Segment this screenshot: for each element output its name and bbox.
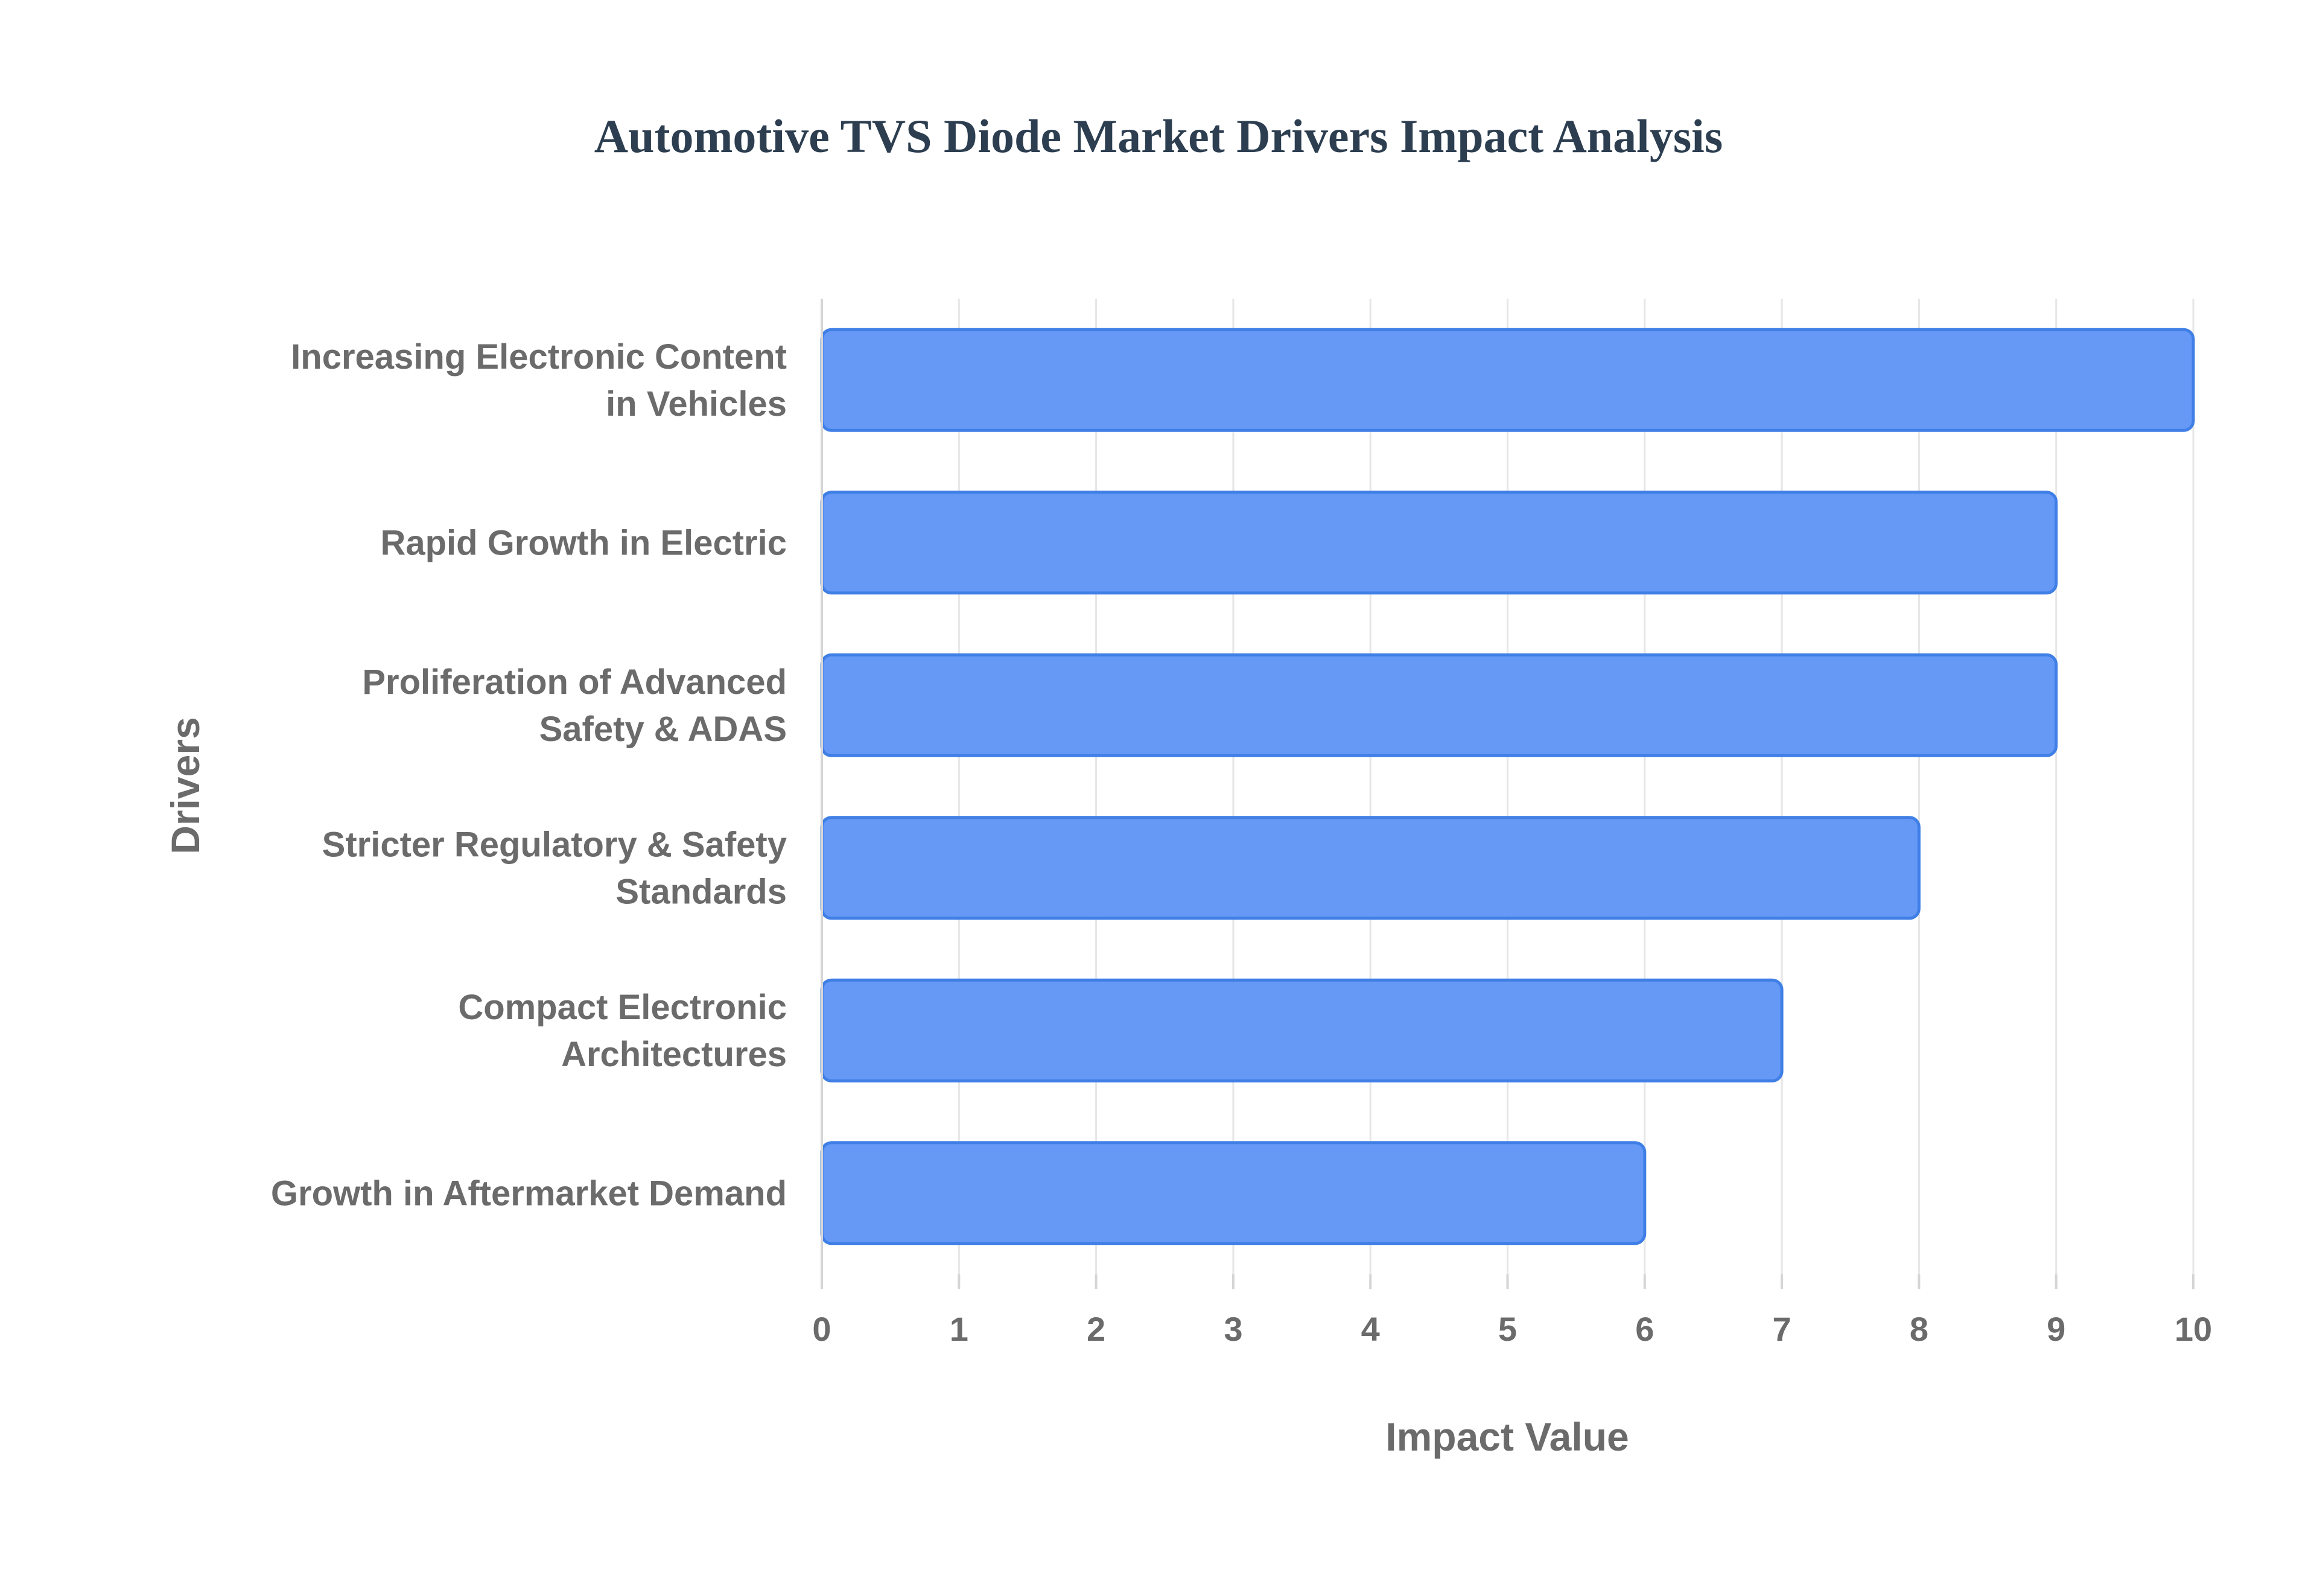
x-tick-label: 3 [1224, 1310, 1242, 1348]
x-axis: 0 1 2 3 4 5 6 7 8 9 10 [812, 299, 2212, 1348]
x-axis-title: Impact Value [1385, 1414, 1629, 1459]
category-label-line: Compact Electronic [458, 988, 787, 1027]
category-label: Increasing Electronic Content in Vehicles [291, 337, 787, 424]
x-tick-label: 0 [812, 1310, 831, 1348]
bar [820, 653, 2058, 757]
category-label-line: Growth in Aftermarket Demand [271, 1174, 787, 1213]
x-tick-label: 5 [1498, 1310, 1517, 1348]
x-tick-label: 9 [2047, 1310, 2065, 1348]
category-label-line: Proliferation of Advanced [362, 663, 787, 702]
category-labels: Increasing Electronic Content in Vehicles… [271, 337, 787, 1213]
category-label: Growth in Aftermarket Demand [271, 1174, 787, 1213]
category-label-line: Rapid Growth in Electric [380, 523, 787, 562]
y-axis-title: Drivers [163, 717, 208, 854]
x-tick-label: 4 [1361, 1310, 1380, 1348]
bar [820, 1141, 1647, 1245]
x-tick-label: 7 [1773, 1310, 1791, 1348]
x-tick-label: 8 [1910, 1310, 1928, 1348]
x-tick-label: 2 [1087, 1310, 1105, 1348]
category-label-line: Stricter Regulatory & Safety [322, 825, 787, 864]
category-label: Proliferation of Advanced Safety & ADAS [362, 663, 787, 749]
bar [820, 816, 1921, 920]
category-label: Rapid Growth in Electric [380, 523, 787, 562]
chart-title: Automotive TVS Diode Market Drivers Impa… [594, 110, 1723, 162]
category-label-line: Standards [615, 872, 787, 911]
bars [820, 328, 2195, 1245]
bar [820, 491, 2058, 595]
x-tick-label: 6 [1635, 1310, 1654, 1348]
grid [958, 299, 2195, 1274]
category-label: Stricter Regulatory & Safety Standards [322, 825, 787, 911]
bar [820, 328, 2195, 432]
category-label-line: Safety & ADAS [539, 710, 787, 749]
x-tick-label: 10 [2175, 1310, 2212, 1348]
x-tick-label: 1 [950, 1310, 968, 1348]
category-label-line: Architectures [561, 1035, 787, 1074]
category-label-line: Increasing Electronic Content [291, 337, 787, 377]
category-label: Compact Electronic Architectures [458, 988, 787, 1074]
bar [820, 978, 1784, 1083]
category-label-line: in Vehicles [606, 384, 787, 424]
